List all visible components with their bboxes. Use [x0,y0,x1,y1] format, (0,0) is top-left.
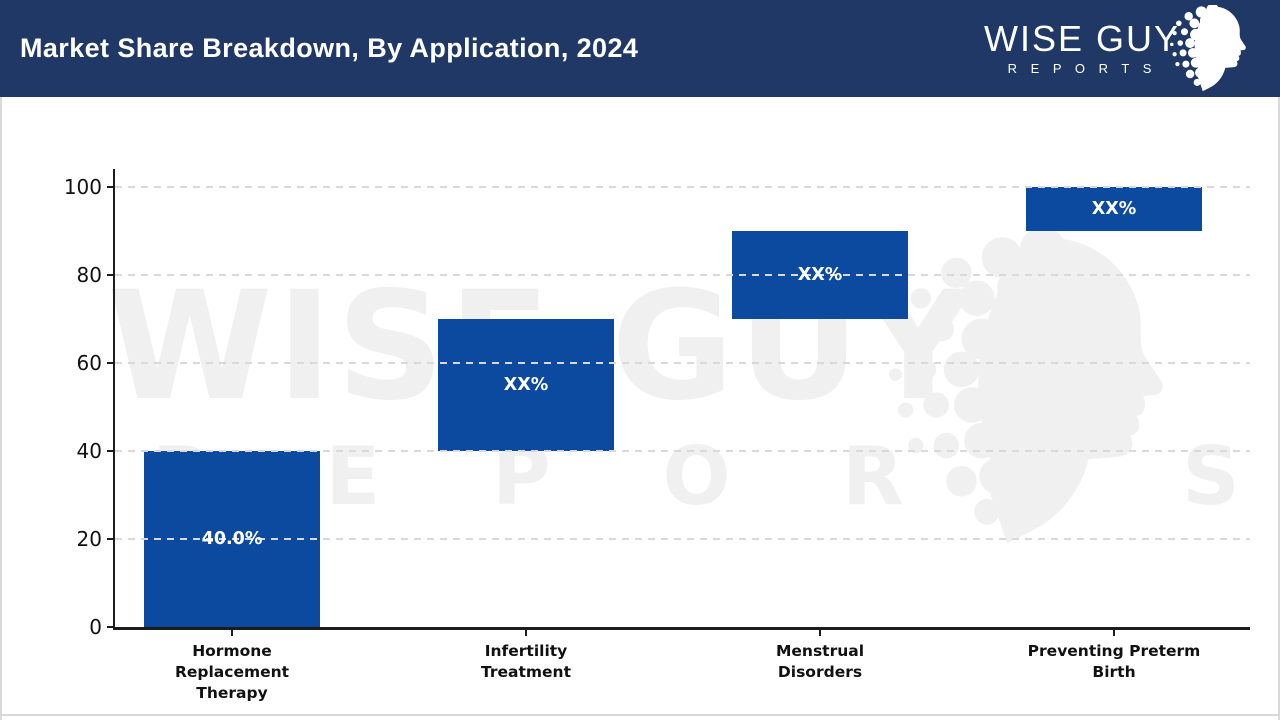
x-category-line: Treatment [480,663,571,681]
logo-text: WISE GUY R E P O R T S [983,18,1180,77]
y-tick [107,362,115,364]
x-category-line: Infertility [484,642,568,660]
page-title: Market Share Breakdown, By Application, … [20,33,639,63]
x-category-line: Birth [1092,663,1136,681]
logo: WISE GUY R E P O R T S [983,4,1250,93]
x-category-line: Preventing Preterm [1027,642,1201,660]
header: Market Share Breakdown, By Application, … [0,0,1280,97]
y-tick-label: 0 [89,615,102,639]
x-category-line: Hormone [192,642,272,660]
gridline [115,538,1250,540]
x-category-label: Hormone Replacement Therapy [87,641,377,704]
logo-subtitle: R E P O R T S [1007,61,1157,76]
gridline [115,274,1250,276]
logo-head-icon [1170,4,1246,91]
bar-segment [1026,187,1202,231]
y-tick-label: 40 [76,439,102,463]
y-tick [107,186,115,188]
bottom-border-line [2,714,1278,716]
x-category-label: Preventing Preterm Birth [969,641,1259,683]
y-tick-label: 20 [76,527,102,551]
y-tick [107,538,115,540]
x-tick [1113,630,1115,636]
y-axis-line [113,169,115,629]
gridline [115,362,1250,364]
watermark-head-icon [889,227,1163,544]
y-tick-label: 100 [63,175,102,199]
x-tick [525,630,527,636]
x-category-line: Menstrual [775,642,865,660]
x-category-line: Disorders [777,663,863,681]
y-tick-label: 80 [76,263,102,287]
bar-value-label: 40.0% [201,529,263,549]
y-tick [107,274,115,276]
bar-value-label: XX% [503,375,549,395]
x-category-label: Menstrual Disorders [675,641,965,683]
gridline [115,186,1250,188]
y-tick [107,450,115,452]
y-tick [107,626,115,628]
x-category-line: Therapy [196,684,268,702]
bar-value-label: XX% [797,265,843,285]
bar-segment [438,319,614,451]
logo-wordmark: WISE GUY [983,18,1180,59]
chart-area: WISE GUY R E P O R T S 40.0% Hormone Repla… [0,97,1280,720]
x-tick [819,630,821,636]
x-tick [231,630,233,636]
x-axis-line [113,627,1250,630]
bar-value-label: XX% [1091,199,1137,219]
x-category-label: Infertility Treatment [381,641,671,683]
x-category-line: Replacement [174,663,290,681]
gridline [115,450,1250,452]
y-tick-label: 60 [76,351,102,375]
